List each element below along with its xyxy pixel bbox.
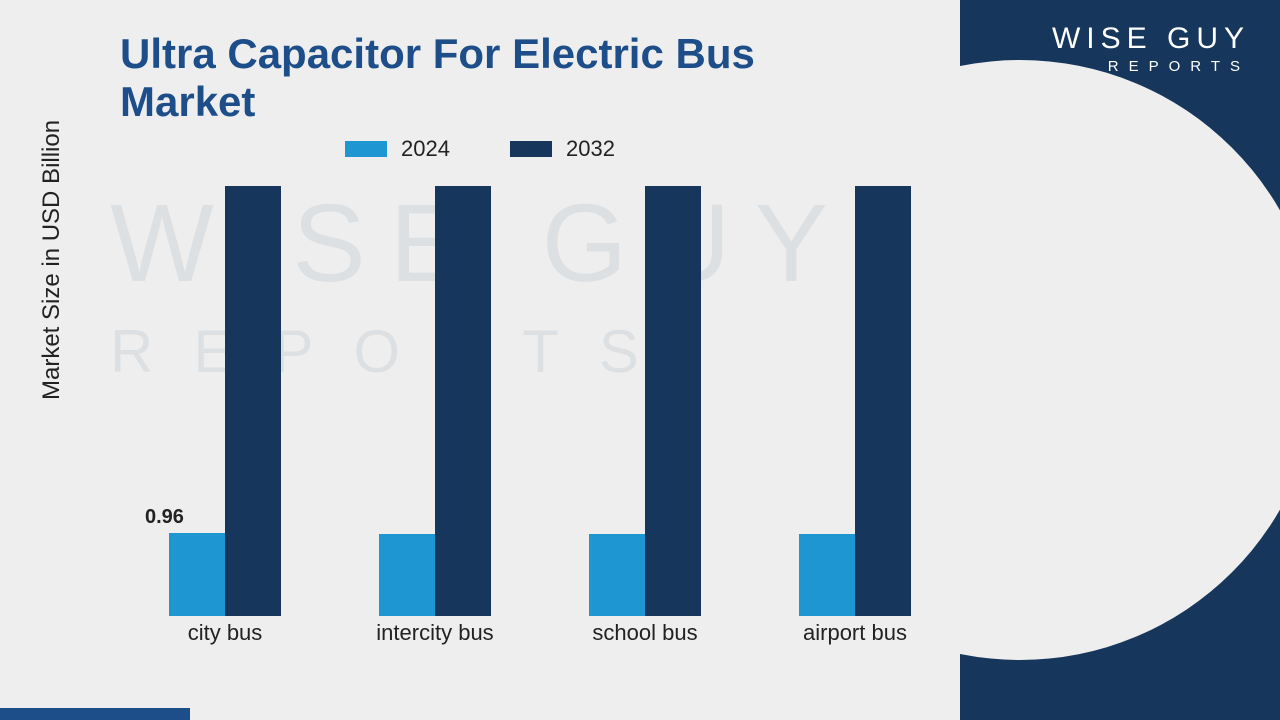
legend-label: 2024: [401, 136, 450, 162]
bar-groups: 0.96: [120, 186, 960, 616]
x-axis-label: intercity bus: [375, 620, 495, 645]
brand-line2: REPORTS: [1052, 58, 1250, 75]
bar-group: [585, 186, 705, 616]
legend-swatch: [345, 141, 387, 157]
bar-value-label: 0.96: [145, 506, 184, 529]
bar: [645, 186, 701, 616]
bar: [379, 534, 435, 616]
chart-canvas: WISE GUY REPORTS WISE GUY REPORTS Ultra …: [0, 0, 1280, 720]
chart-title: Ultra Capacitor For Electric Bus Market: [120, 30, 850, 127]
bar-group: 0.96: [165, 186, 285, 616]
bar: [435, 186, 491, 616]
footer-accent: [0, 708, 190, 720]
plot-area: 0.96: [120, 186, 960, 616]
legend-label: 2032: [566, 136, 615, 162]
x-axis-label: city bus: [165, 620, 285, 645]
bar-group: [795, 186, 915, 616]
legend: 2024 2032: [0, 136, 960, 162]
bar: [169, 533, 225, 616]
brand-logo: WISE GUY REPORTS: [1052, 22, 1250, 75]
x-axis: city bus intercity bus school bus airport b…: [120, 620, 960, 645]
bar-group: [375, 186, 495, 616]
legend-swatch: [510, 141, 552, 157]
bar: [855, 186, 911, 616]
legend-item: 2024: [345, 136, 450, 162]
x-axis-label: school bus: [585, 620, 705, 645]
bar: [225, 186, 281, 616]
y-axis-label: Market Size in USD Billion: [38, 120, 66, 400]
brand-line1: WISE GUY: [1052, 22, 1250, 56]
bar: [799, 534, 855, 616]
legend-item: 2032: [510, 136, 615, 162]
bar: [589, 534, 645, 616]
x-axis-label: airport bus: [795, 620, 915, 645]
